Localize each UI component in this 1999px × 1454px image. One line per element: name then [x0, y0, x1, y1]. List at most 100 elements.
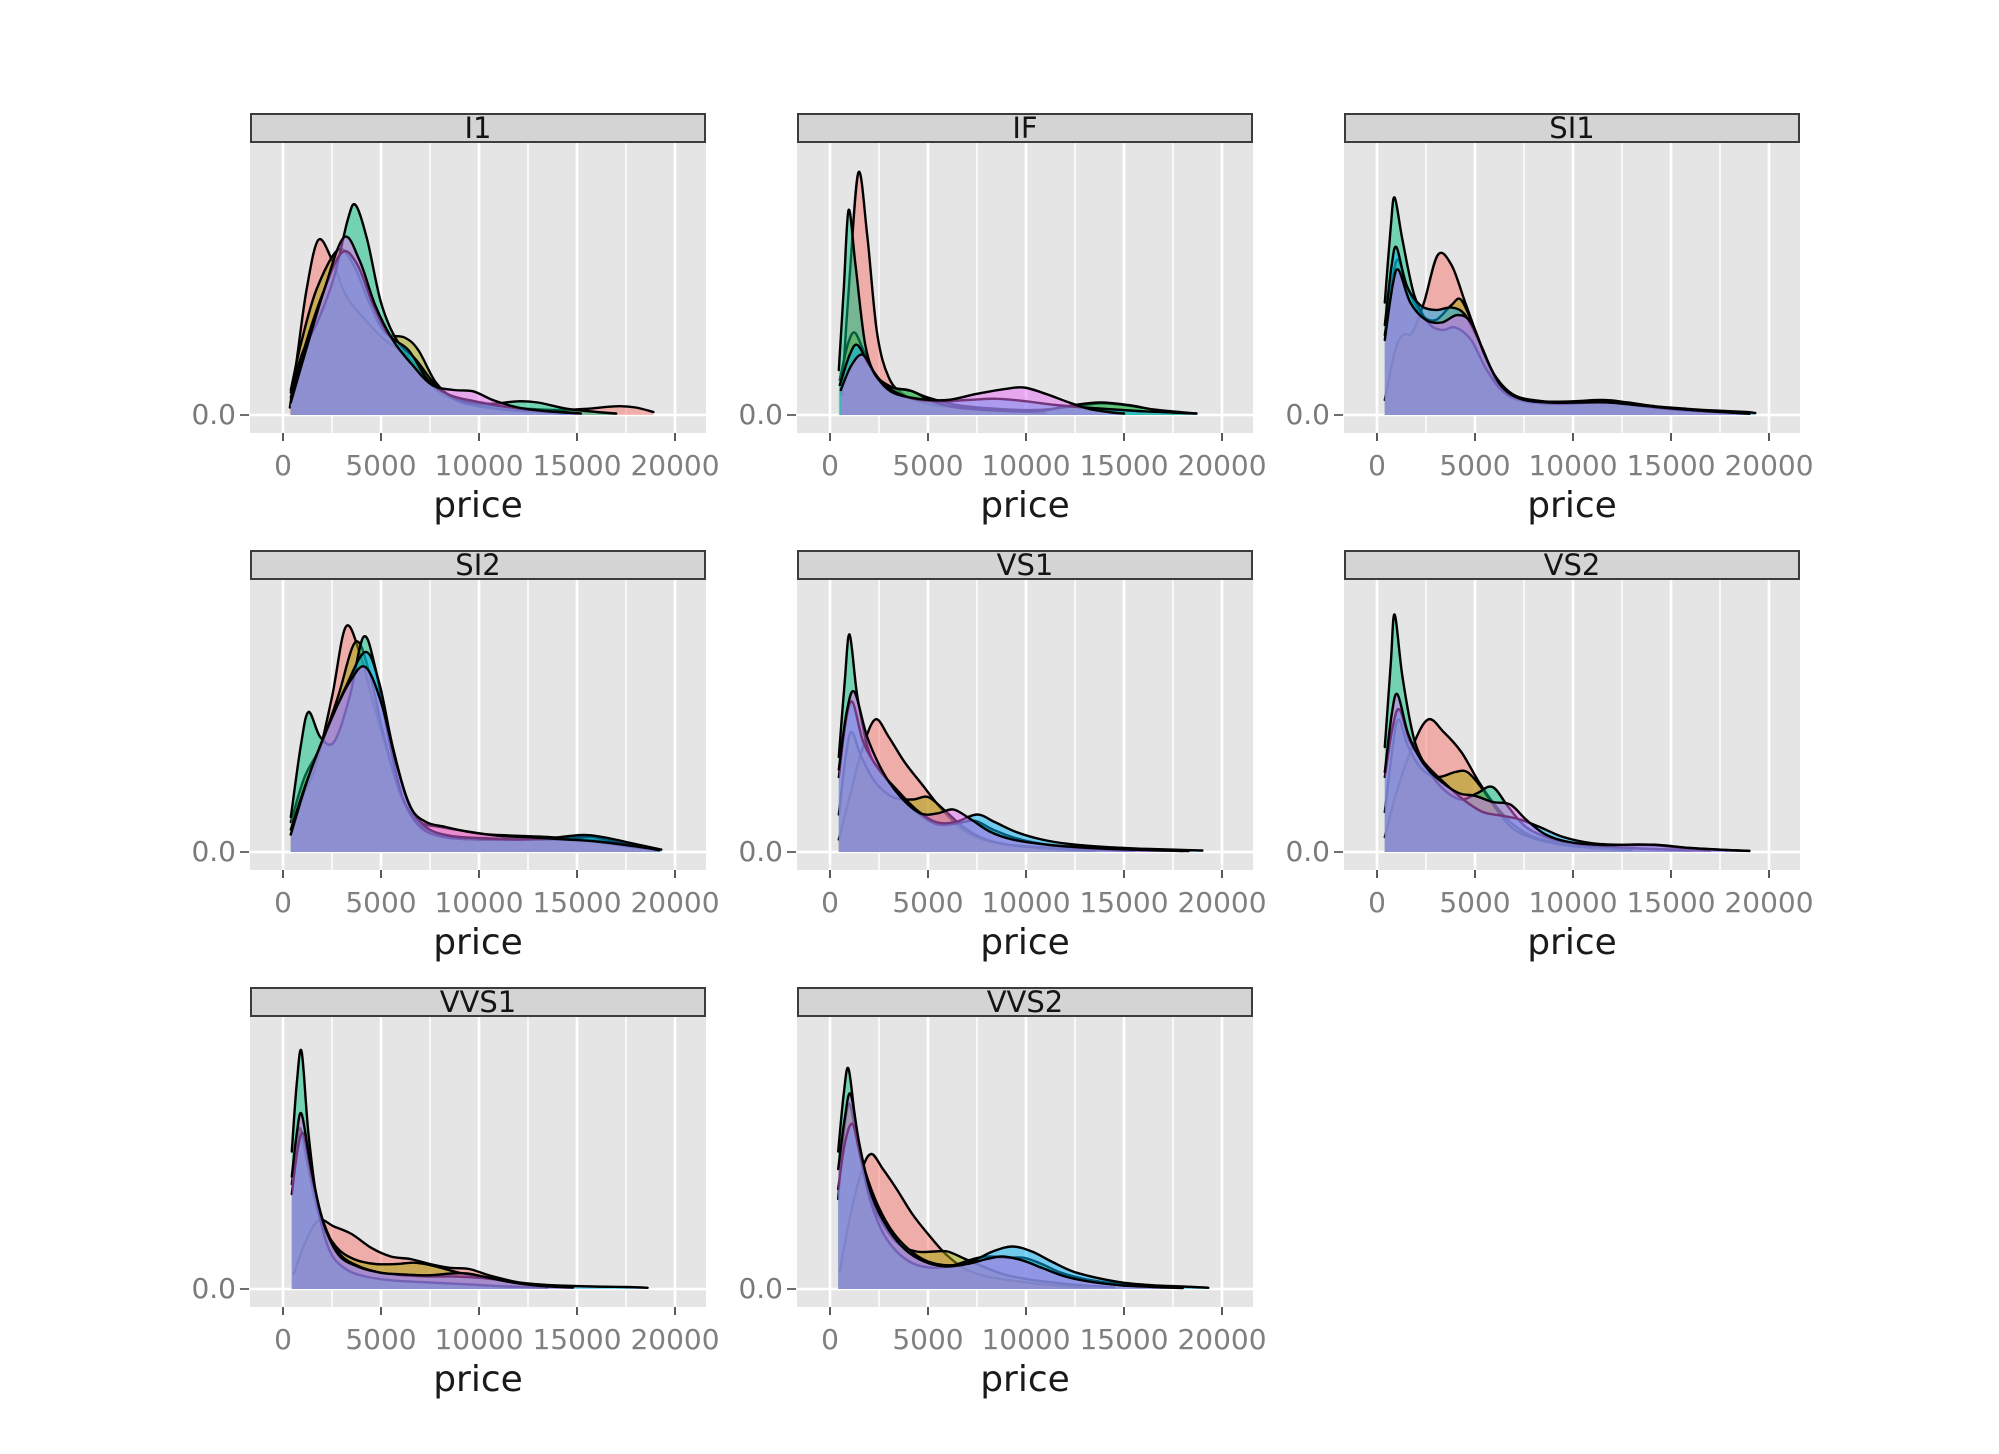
x-tick-label: 10000 [981, 886, 1071, 919]
density-outline [289, 235, 583, 415]
x-axis-title: price [433, 1359, 523, 1400]
x-axis-tick [281, 433, 285, 441]
x-tick-label: 15000 [532, 449, 622, 482]
x-axis-title: price [1527, 485, 1617, 526]
x-axis-tick [1473, 870, 1477, 878]
x-tick-label: 20000 [1177, 1323, 1267, 1356]
x-tick-label: 5000 [345, 1323, 417, 1356]
facet-strip-label: VS1 [996, 548, 1054, 582]
facet-strip-label: I1 [464, 111, 492, 145]
x-tick-label: 20000 [1177, 449, 1267, 482]
x-tick-label: 10000 [1528, 886, 1618, 919]
density-outline [839, 353, 1126, 415]
density-area [838, 1093, 1183, 1289]
x-axis-tick [379, 1307, 383, 1315]
x-tick-label: 20000 [1177, 886, 1267, 919]
x-axis-tick [1220, 1307, 1224, 1315]
x-axis-tick [1669, 870, 1673, 878]
y-axis-tick [787, 1287, 796, 1291]
x-axis-title: price [433, 485, 523, 526]
x-axis-tick [1024, 1307, 1028, 1315]
facet-strip: VVS2 [797, 987, 1253, 1017]
facet-strip-label: VS2 [1543, 548, 1601, 582]
x-tick-label: 15000 [1079, 1323, 1169, 1356]
x-tick-label: 15000 [1079, 886, 1169, 919]
facet-panel [797, 580, 1253, 870]
x-axis-title: price [980, 922, 1070, 963]
x-tick-label: 10000 [434, 1323, 524, 1356]
x-tick-label: 5000 [892, 449, 964, 482]
x-tick-label: 5000 [1439, 449, 1511, 482]
x-tick-label: 15000 [1079, 449, 1169, 482]
y-axis-tick [240, 413, 249, 417]
x-axis-tick [379, 433, 383, 441]
facet-strip: IF [797, 113, 1253, 143]
facet-strip: VVS1 [250, 987, 706, 1017]
y-axis-tick [240, 1287, 249, 1291]
x-tick-label: 5000 [345, 449, 417, 482]
x-axis-tick [575, 870, 579, 878]
x-tick-label: 5000 [1439, 886, 1511, 919]
facet-strip-label: VVS2 [986, 985, 1064, 1019]
x-axis-tick [1375, 870, 1379, 878]
density-outline [289, 665, 661, 852]
y-axis-tick [1334, 850, 1343, 854]
density-area [1384, 693, 1750, 852]
x-axis-tick [1571, 433, 1575, 441]
x-tick-label: 0 [821, 886, 839, 919]
x-tick-label: 20000 [630, 886, 720, 919]
x-tick-label: 0 [1368, 449, 1386, 482]
x-tick-label: 10000 [981, 449, 1071, 482]
density-area [838, 691, 1189, 852]
x-tick-label: 15000 [532, 886, 622, 919]
x-axis-tick [477, 433, 481, 441]
x-axis-tick [1220, 433, 1224, 441]
facet-strip: I1 [250, 113, 706, 143]
facet-panel [250, 1017, 706, 1307]
x-axis-tick [575, 1307, 579, 1315]
y-axis-tick [240, 850, 249, 854]
density-outline [837, 1092, 1184, 1290]
y-tick-label: 0.0 [738, 1272, 783, 1305]
x-axis-tick [926, 870, 930, 878]
x-axis-tick [1473, 433, 1477, 441]
y-tick-label: 0.0 [191, 1272, 236, 1305]
x-tick-label: 0 [821, 449, 839, 482]
x-axis-tick [1375, 433, 1379, 441]
x-axis-tick [926, 1307, 930, 1315]
facet-strip: VS1 [797, 550, 1253, 580]
x-tick-label: 10000 [981, 1323, 1071, 1356]
x-tick-label: 0 [1368, 886, 1386, 919]
x-axis-tick [926, 433, 930, 441]
x-tick-label: 0 [274, 886, 292, 919]
x-tick-label: 10000 [434, 449, 524, 482]
x-axis-tick [1767, 433, 1771, 441]
facet-panel [1344, 143, 1800, 433]
facet-strip: SI1 [1344, 113, 1800, 143]
x-axis-tick [379, 870, 383, 878]
x-axis-tick [1122, 433, 1126, 441]
x-axis-tick [828, 1307, 832, 1315]
x-tick-label: 5000 [345, 886, 417, 919]
x-axis-tick [1024, 433, 1028, 441]
density-outline [1383, 692, 1751, 853]
x-axis-tick [575, 433, 579, 441]
y-axis-tick [787, 850, 796, 854]
x-tick-label: 15000 [1626, 886, 1716, 919]
density-area [1384, 269, 1750, 415]
x-axis-tick [1669, 433, 1673, 441]
x-axis-tick [477, 1307, 481, 1315]
density-outline [1383, 268, 1751, 415]
x-axis-tick [1122, 870, 1126, 878]
x-axis-tick [1220, 870, 1224, 878]
x-tick-label: 10000 [1528, 449, 1618, 482]
x-axis-tick [281, 870, 285, 878]
y-tick-label: 0.0 [191, 835, 236, 868]
y-tick-label: 0.0 [738, 835, 783, 868]
x-axis-tick [673, 1307, 677, 1315]
y-axis-tick [787, 413, 796, 417]
x-axis-title: price [433, 922, 523, 963]
x-axis-tick [1571, 870, 1575, 878]
x-axis-tick [1767, 870, 1771, 878]
